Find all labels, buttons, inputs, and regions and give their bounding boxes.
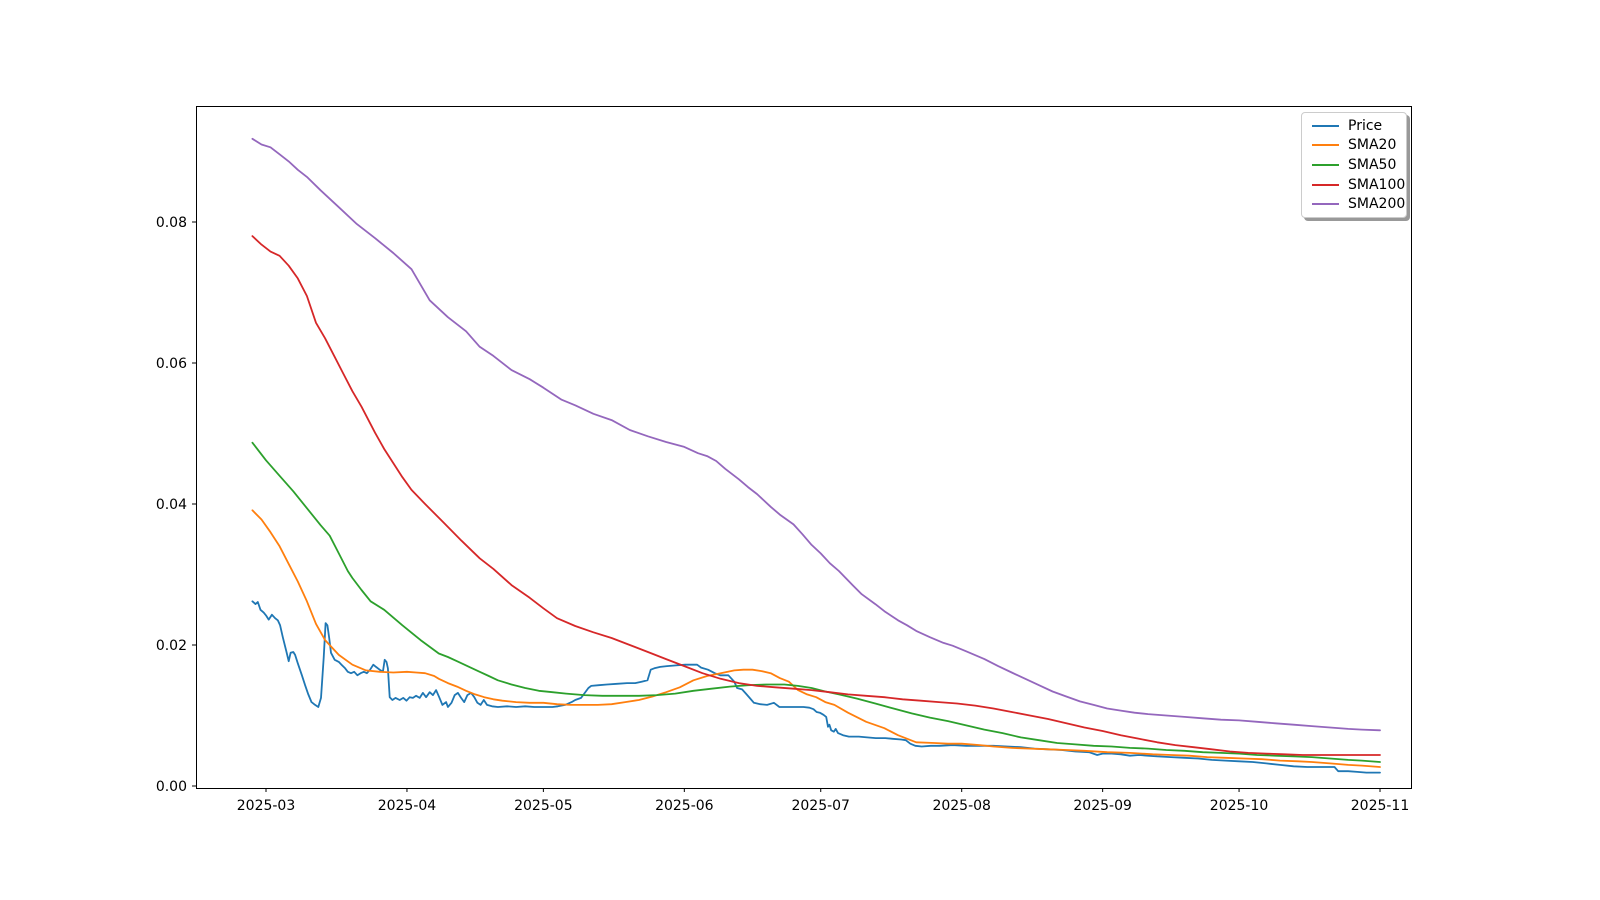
y-tick-label: 0.08 (156, 215, 187, 231)
x-tick-label: 2025-03 (237, 798, 296, 814)
series-line-sma50 (251, 441, 1381, 763)
series-line-sma100 (251, 235, 1381, 756)
x-tick-label: 2025-10 (1210, 798, 1269, 814)
x-tick-label: 2025-09 (1073, 798, 1132, 814)
legend-label: SMA200 (1348, 196, 1406, 213)
x-tick-label: 2025-07 (791, 798, 850, 814)
legend-item-sma20: SMA20 (1302, 136, 1406, 156)
series-line-price (251, 600, 1381, 774)
legend-item-sma100: SMA100 (1302, 175, 1406, 195)
y-tick-label: 0.04 (156, 497, 187, 513)
legend-line-icon (1312, 144, 1339, 147)
y-tick-label: 0.06 (156, 356, 187, 372)
legend-item-sma50: SMA50 (1302, 155, 1406, 175)
y-tick-label: 0.00 (156, 779, 187, 795)
plot-border (196, 106, 1412, 789)
legend-item-price: Price (1302, 116, 1406, 136)
x-tick-label: 2025-06 (655, 798, 714, 814)
x-tick-label: 2025-04 (378, 798, 437, 814)
legend-item-sma200: SMA200 (1302, 194, 1406, 214)
series-line-sma200 (251, 137, 1381, 732)
x-tick-label: 2025-05 (514, 798, 573, 814)
series-line-sma20 (251, 509, 1381, 768)
y-tick-label: 0.02 (156, 638, 187, 654)
legend-line-icon (1312, 124, 1339, 127)
legend-label: Price (1348, 117, 1383, 134)
legend-box: Price SMA20 SMA50 SMA100 SMA200 (1301, 112, 1407, 218)
x-tick-label: 2025-11 (1351, 798, 1410, 814)
legend-line-icon (1312, 163, 1339, 166)
legend-line-icon (1312, 203, 1339, 206)
legend-label: SMA100 (1348, 176, 1406, 193)
legend-label: SMA50 (1348, 156, 1397, 173)
legend-line-icon (1312, 183, 1339, 186)
legend-label: SMA20 (1348, 137, 1397, 154)
x-tick-label: 2025-08 (932, 798, 991, 814)
